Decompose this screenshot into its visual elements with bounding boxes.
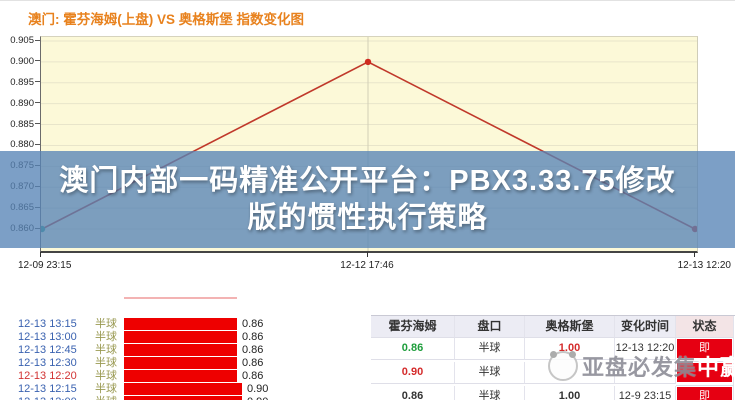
home-odds-cell: 0.90 (371, 362, 455, 384)
odds-bar (124, 357, 237, 369)
history-row: 12-13 12:15 半球 0.90 (18, 383, 318, 396)
y-axis-tick (35, 39, 40, 41)
status-cell (676, 362, 734, 386)
status-cell: 即 (676, 338, 734, 362)
page-title: 澳门: 霍芬海姆(上盘) VS 奥格斯堡 指数变化图 (28, 12, 304, 27)
history-time-link[interactable]: 12-13 12:45 (18, 344, 77, 356)
y-axis-tick (35, 81, 40, 83)
history-time-link[interactable]: 12-13 13:15 (18, 318, 77, 330)
handicap-cell: 半球 (455, 362, 525, 384)
odds-history-list: 12-13 13:15 半球 0.86 12-13 13:00 半球 0.86 12-13 … (18, 318, 318, 400)
handicap-cell: 半球 (455, 338, 525, 360)
data-point (364, 58, 372, 66)
promo-text-line2: 版的惯性执行策略 (247, 201, 488, 234)
x-axis-tick (40, 252, 41, 257)
odds-value: 0.90 (247, 383, 269, 395)
status-badge (677, 363, 732, 382)
x-axis-label: 12-13 12:20 (677, 260, 731, 271)
handicap-label: 半球 (95, 370, 117, 382)
history-row: 12-13 12:00 半球 0.90 (18, 396, 318, 400)
odds-value: 0.86 (242, 318, 264, 330)
odds-value: 0.86 (242, 344, 264, 356)
x-axis-label: 12-12 17:46 (340, 260, 394, 271)
history-time-link[interactable]: 12-13 12:30 (18, 357, 77, 369)
y-axis-tick (35, 102, 40, 104)
y-axis-label: 0.895 (10, 76, 34, 88)
history-row: 12-13 13:15 半球 0.86 (18, 318, 318, 331)
odds-value: 0.86 (242, 331, 264, 343)
history-row: 12-13 12:45 半球 0.86 (18, 344, 318, 357)
y-axis-tick (35, 60, 40, 62)
history-time-link[interactable]: 12-13 13:00 (18, 331, 77, 343)
history-time-link[interactable]: 12-13 12:20 (18, 370, 77, 382)
site-watermark: 亚盘必发集中赢 (548, 350, 735, 382)
odds-bar (124, 383, 242, 395)
handicap-label: 半球 (95, 396, 117, 400)
y-axis-tick (35, 143, 40, 145)
promo-overlay-banner: 澳门内部一码精准公开平台：PBX3.33.75修改 版的惯性执行策略 (0, 151, 735, 248)
history-row: 12-13 12:20 半球 0.86 (18, 370, 318, 383)
handicap-label: 半球 (95, 383, 117, 395)
y-axis-label: 0.885 (10, 118, 34, 130)
change-time-cell: 12-13 12:20 (615, 338, 676, 360)
y-axis-tick (35, 123, 40, 125)
history-row: 12-13 13:00 半球 0.86 (18, 331, 318, 344)
away-odds-cell: 1.00 (525, 386, 615, 400)
x-axis-tick (694, 252, 695, 257)
watermark-text: 亚盘必发集中赢 (582, 350, 735, 382)
table-header-0: 霍芬海姆 (371, 316, 455, 338)
handicap-cell: 半球 (455, 386, 525, 400)
status-cell: 即 (676, 386, 734, 400)
home-odds-cell: 0.86 (371, 386, 455, 400)
odds-bar (124, 370, 237, 382)
change-time-cell (615, 362, 676, 384)
table-header-1: 盘口 (455, 316, 525, 338)
odds-bar (124, 344, 237, 356)
table-header-4: 状态 (676, 316, 734, 338)
odds-value: 0.86 (242, 357, 264, 369)
odds-bar (124, 318, 237, 330)
y-axis-label: 0.880 (10, 139, 34, 151)
y-axis-label: 0.900 (10, 55, 34, 67)
history-time-link[interactable]: 12-13 12:00 (18, 396, 77, 400)
odds-bar (124, 331, 237, 343)
x-axis-tick (367, 252, 368, 257)
y-axis-label: 0.905 (10, 35, 34, 46)
table-header-2: 奥格斯堡 (525, 316, 615, 338)
odds-bar (124, 396, 242, 400)
status-badge: 即 (677, 387, 732, 400)
handicap-label: 半球 (95, 331, 117, 343)
handicap-label: 半球 (95, 318, 117, 330)
promo-text-line1: 澳门内部一码精准公开平台：PBX3.33.75修改 (59, 164, 676, 197)
panda-logo-icon (548, 351, 578, 381)
change-time-cell: 12-9 23:15 (615, 386, 676, 400)
table-header-3: 变化时间 (615, 316, 676, 338)
watermark-gray-text: 亚盘必发集 (582, 355, 698, 380)
odds-value: 0.86 (242, 370, 264, 382)
x-axis-label: 12-09 23:15 (18, 260, 72, 271)
watermark-white-text: 中赢 (697, 355, 735, 380)
handicap-label: 半球 (95, 357, 117, 369)
top-divider (0, 0, 735, 1)
handicap-label: 半球 (95, 344, 117, 356)
odds-table: 霍芬海姆 盘口 奥格斯堡 变化时间 状态 0.86 半球 1.00 12-13 12:20 即 0.… (371, 315, 735, 400)
home-odds-cell: 0.86 (371, 338, 455, 360)
history-row: 12-13 12:30 半球 0.86 (18, 357, 318, 370)
status-badge: 即 (677, 339, 732, 358)
history-time-link[interactable]: 12-13 12:15 (18, 383, 77, 395)
y-axis-label: 0.890 (10, 97, 34, 109)
history-list-fade-bar (124, 297, 237, 299)
odds-value: 0.90 (247, 396, 268, 400)
